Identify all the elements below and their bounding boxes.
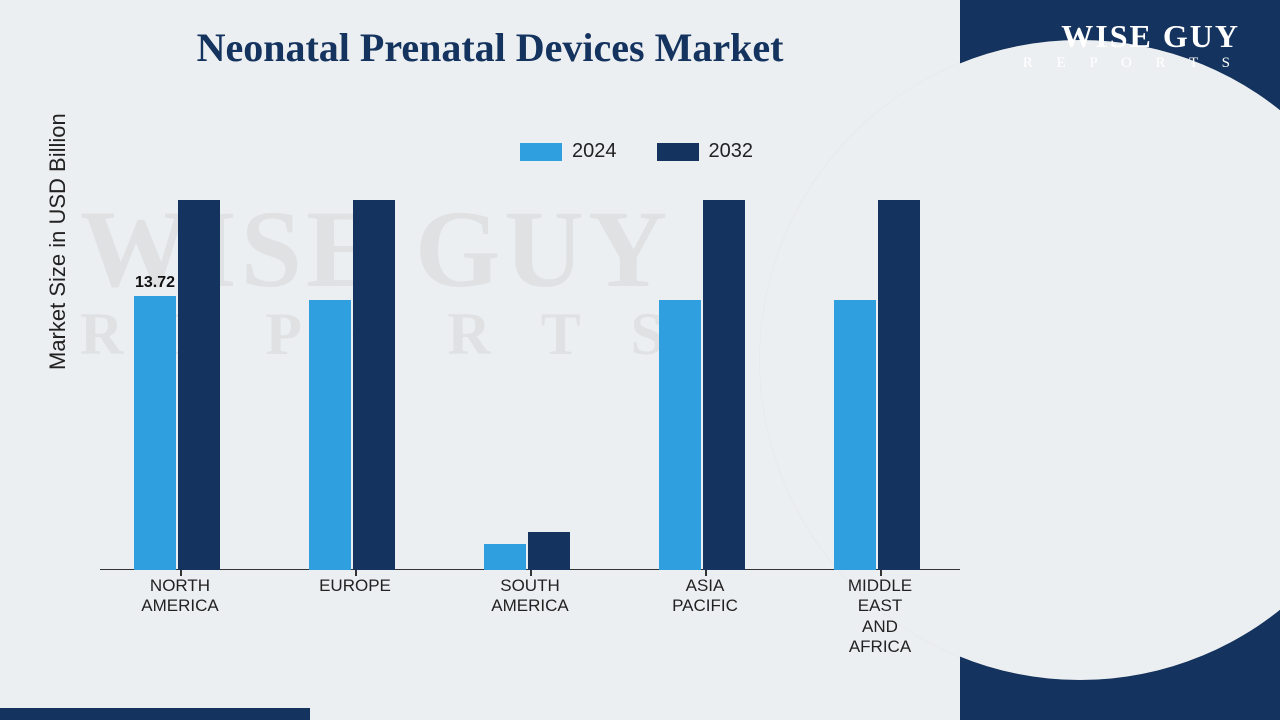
- bar-2032-na: [178, 200, 220, 570]
- x-label-sa: SOUTHAMERICA: [470, 576, 590, 617]
- plot-area: 13.72: [100, 170, 960, 570]
- legend-swatch-2024: [520, 143, 562, 161]
- x-label-ap: ASIAPACIFIC: [645, 576, 765, 617]
- bar-value-label-na: 13.72: [135, 274, 175, 292]
- legend-label-2032: 2032: [709, 140, 754, 163]
- brand-line-2: R E P O R T S: [1023, 56, 1240, 72]
- bar-2032-mea: [878, 200, 920, 570]
- bar-2032-sa: [528, 532, 570, 570]
- chart-title: Neonatal Prenatal Devices Market: [120, 24, 860, 71]
- chart-canvas: Neonatal Prenatal Devices Market WISE GU…: [0, 0, 1280, 720]
- bar-2032-eu: [353, 200, 395, 570]
- legend-label-2024: 2024: [572, 140, 617, 163]
- brand-logo: WISE GUY R E P O R T S: [1023, 20, 1240, 71]
- legend-item-2032: 2032: [657, 140, 754, 163]
- x-label-na: NORTHAMERICA: [120, 576, 240, 617]
- bar-2024-sa: [484, 544, 526, 570]
- bar-2032-ap: [703, 200, 745, 570]
- y-axis-label: Market Size in USD Billion: [45, 113, 71, 370]
- bar-2024-eu: [309, 300, 351, 570]
- footer-accent-bar: [0, 708, 310, 720]
- legend-swatch-2032: [657, 143, 699, 161]
- bar-2024-mea: [834, 300, 876, 570]
- legend: 2024 2032: [520, 140, 753, 163]
- x-label-mea: MIDDLEEASTANDAFRICA: [820, 576, 940, 658]
- brand-line-1: WISE GUY: [1023, 20, 1240, 54]
- x-label-eu: EUROPE: [295, 576, 415, 596]
- bar-2024-ap: [659, 300, 701, 570]
- legend-item-2024: 2024: [520, 140, 617, 163]
- bar-2024-na: 13.72: [134, 296, 176, 570]
